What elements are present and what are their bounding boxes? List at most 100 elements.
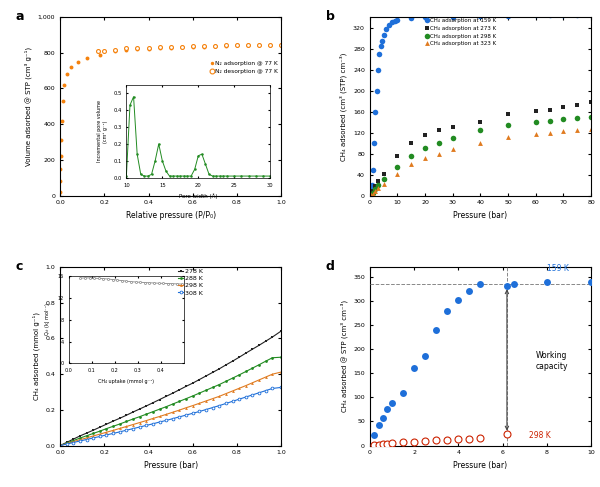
CH₄ adsorption at 298 K — [380, 176, 387, 182]
288 K — [269, 355, 276, 361]
Line: 278 K: 278 K — [59, 330, 283, 447]
$\circ$ N$_2$ desorption @ 77 K — [189, 43, 196, 49]
298 K — [63, 441, 70, 447]
288 K — [202, 387, 209, 393]
278 K — [109, 418, 116, 424]
308 K — [229, 398, 236, 404]
$\bullet$ N$_2$ adsorption @ 77 K — [145, 46, 152, 52]
CH₄ adsorption at 323 K — [435, 150, 442, 156]
Line: CH₄ adsorption at 159 K: CH₄ adsorption at 159 K — [367, 13, 594, 197]
$\bullet$ N$_2$ adsorption @ 77 K — [134, 46, 141, 52]
$\circ$ N$_2$ desorption @ 77 K — [112, 47, 119, 53]
CH₄ adsorption at 298 K — [546, 118, 553, 124]
288 K — [176, 398, 183, 404]
288 K — [278, 355, 285, 360]
288 K — [63, 440, 70, 446]
$\circ$ N$_2$ desorption @ 77 K — [167, 44, 174, 50]
278 K — [196, 376, 203, 382]
Text: d: d — [326, 260, 334, 273]
278 K — [262, 338, 269, 344]
308 K — [262, 388, 269, 393]
$\circ$ N$_2$ desorption @ 77 K — [233, 42, 241, 48]
308 K — [156, 419, 163, 425]
CH₄ adsorption at 298 K — [374, 182, 382, 188]
CH₄ adsorption at 273 K — [367, 192, 374, 198]
298 K — [149, 415, 157, 421]
CH₄ adsorption at 273 K — [394, 153, 401, 159]
CH₄ adsorption at 159 K — [449, 14, 457, 19]
288 K — [56, 443, 64, 449]
278 K — [123, 412, 130, 418]
CH₄ adsorption at 323 K — [421, 155, 428, 161]
278 K — [229, 358, 236, 364]
CH₄ adsorption at 298 K — [435, 140, 442, 146]
298 K — [269, 371, 276, 377]
CH₄ adsorption at 298 K — [394, 164, 401, 169]
Line: 298 K: 298 K — [59, 371, 283, 447]
CH₄ adsorption at 323 K — [369, 191, 376, 197]
Line: CH₄ adsorption at 323 K: CH₄ adsorption at 323 K — [368, 127, 593, 198]
Text: c: c — [16, 260, 23, 273]
308 K — [149, 421, 157, 427]
CH₄ adsorption at 323 K — [449, 147, 457, 152]
278 K — [83, 430, 90, 436]
$\bullet$ N$_2$ adsorption @ 77 K — [266, 42, 274, 48]
298 K — [249, 380, 256, 386]
CH₄ adsorption at 323 K — [560, 128, 567, 134]
Y-axis label: Volume adsorbed @ STP (cm³ g⁻¹): Volume adsorbed @ STP (cm³ g⁻¹) — [25, 47, 32, 166]
278 K — [278, 328, 285, 334]
308 K — [196, 409, 203, 414]
$\bullet$ N$_2$ adsorption @ 77 K — [189, 44, 196, 50]
CH₄ adsorption at 273 K — [574, 102, 581, 108]
CH₄ adsorption at 298 K — [367, 192, 374, 198]
CH₄ adsorption at 323 K — [374, 186, 382, 191]
$\bullet$ N$_2$ adsorption @ 77 K — [63, 71, 70, 77]
$\bullet$ N$_2$ adsorption @ 77 K — [58, 137, 65, 143]
288 K — [182, 396, 190, 402]
278 K — [163, 393, 170, 399]
298 K — [223, 391, 230, 396]
Line: CH₄ adsorption at 273 K: CH₄ adsorption at 273 K — [368, 100, 593, 198]
288 K — [70, 438, 77, 444]
CH₄ adsorption at 273 K — [407, 140, 415, 146]
288 K — [83, 433, 90, 439]
288 K — [76, 435, 83, 441]
288 K — [209, 384, 216, 390]
$\bullet$ N$_2$ adsorption @ 77 K — [200, 44, 208, 50]
Text: a: a — [16, 10, 24, 23]
CH₄ adsorption at 298 K — [369, 190, 376, 196]
X-axis label: Pressure (bar): Pressure (bar) — [143, 461, 197, 470]
$\circ$ N$_2$ desorption @ 77 K — [134, 45, 141, 51]
278 K — [182, 383, 190, 389]
CH₄ adsorption at 323 K — [368, 192, 375, 198]
298 K — [70, 439, 77, 445]
308 K — [96, 433, 103, 439]
298 K — [156, 413, 163, 419]
Y-axis label: CH₄ adsorbed (cm³ (STP) cm⁻³): CH₄ adsorbed (cm³ (STP) cm⁻³) — [340, 52, 347, 161]
$\bullet$ N$_2$ adsorption @ 77 K — [67, 64, 74, 70]
278 K — [209, 370, 216, 375]
CH₄ adsorption at 159 K — [368, 187, 375, 193]
CH₄ adsorption at 159 K — [368, 182, 375, 188]
CH₄ adsorption at 323 K — [407, 161, 415, 167]
278 K — [249, 346, 256, 352]
CH₄ adsorption at 323 K — [380, 181, 387, 187]
308 K — [56, 443, 64, 449]
Line: 308 K: 308 K — [59, 386, 283, 447]
CH₄ adsorption at 159 K — [391, 18, 398, 24]
CH₄ adsorption at 159 K — [532, 13, 539, 19]
CH₄ adsorption at 159 K — [546, 13, 553, 19]
308 K — [216, 403, 223, 409]
$\circ$ N$_2$ desorption @ 77 K — [145, 45, 152, 51]
278 K — [216, 366, 223, 372]
CH₄ adsorption at 159 K — [379, 38, 386, 44]
CH₄ adsorption at 159 K — [371, 109, 379, 114]
CH₄ adsorption at 159 K — [370, 140, 377, 146]
CH₄ adsorption at 273 K — [477, 119, 484, 125]
298 K — [196, 400, 203, 406]
298 K — [83, 435, 90, 441]
CH₄ adsorption at 273 K — [546, 107, 553, 113]
CH₄ adsorption at 273 K — [421, 132, 428, 138]
Line: $\bullet$ N$_2$ adsorption @ 77 K: $\bullet$ N$_2$ adsorption @ 77 K — [58, 42, 283, 194]
$\bullet$ N$_2$ adsorption @ 77 K — [178, 44, 185, 50]
